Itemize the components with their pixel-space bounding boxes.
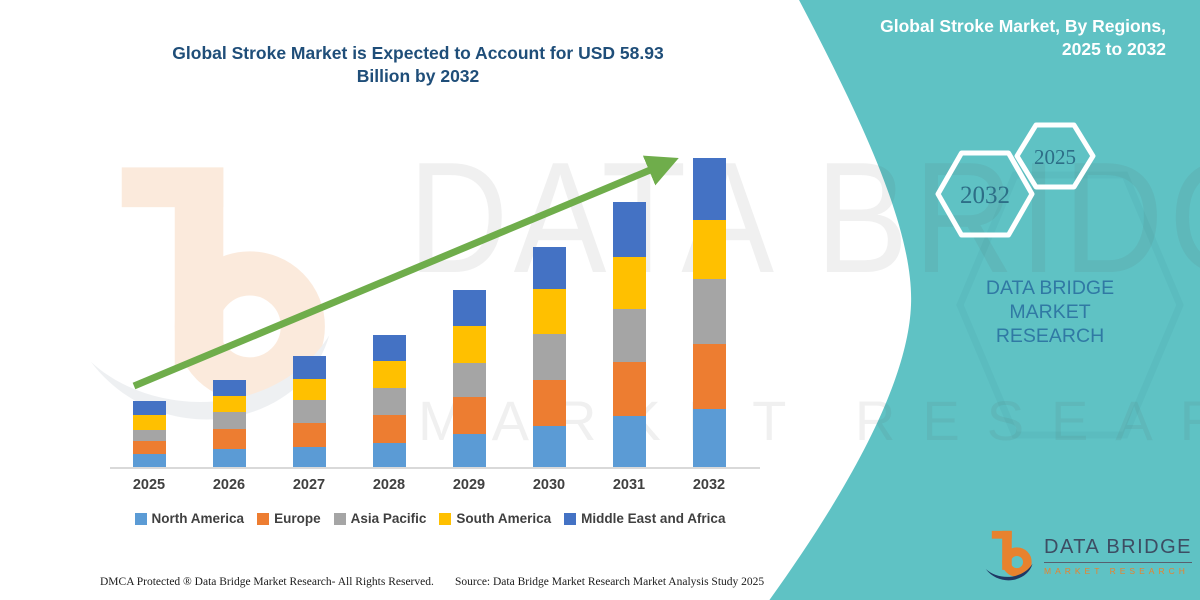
bar-segment-2031-europe: [612, 362, 646, 417]
x-axis-label-2029: 2029: [452, 477, 486, 493]
legend-label-asia-pacific: Asia Pacific: [350, 511, 427, 526]
bar-segment-2031-middle-east-and-africa: [612, 201, 646, 258]
bar-segment-2026-europe: [212, 429, 246, 449]
x-axis-label-2027: 2027: [292, 477, 326, 493]
legend-swatch-south-america-icon: [439, 512, 452, 525]
legend-item-south-america: South America: [439, 511, 551, 526]
x-axis-labels: 2025 2026 2027 2028 2029 2030 2031 2032: [113, 477, 758, 497]
side-panel-brand-text: DATA BRIDGE MARKET RESEARCH: [945, 276, 1155, 348]
bar-segment-2027-middle-east-and-africa: [292, 356, 326, 380]
legend-label-south-america: South America: [456, 511, 552, 526]
legend-swatch-middle-east-and-africa-icon: [564, 512, 577, 525]
legend-label-middle-east-and-africa: Middle East and Africa: [581, 511, 726, 526]
x-axis-label-2028: 2028: [372, 477, 406, 493]
bar-segment-2028-asia-pacific: [372, 387, 406, 416]
bar-segment-2025-europe: [132, 441, 166, 455]
bar-2028: [372, 335, 406, 467]
bar-segment-2032-middle-east-and-africa: [692, 157, 726, 221]
hexagon-2025-outline-icon: [1014, 122, 1096, 190]
x-axis-line: [110, 467, 760, 469]
bar-2032: [692, 157, 726, 467]
chart-title-line1: Global Stroke Market is Expected to Acco…: [172, 43, 664, 63]
bar-segment-2028-north-america: [372, 442, 406, 467]
bar-segment-2027-europe: [292, 423, 326, 448]
side-panel-title-line2: 2025 to 2032: [1061, 39, 1166, 59]
brand-text-line2: RESEARCH: [995, 325, 1105, 347]
bar-segment-2031-north-america: [612, 416, 646, 467]
bar-segment-2032-europe: [692, 344, 726, 409]
brand-text-line1: DATA BRIDGE MARKET: [985, 277, 1115, 323]
bar-segment-2028-south-america: [372, 361, 406, 388]
bar-segment-2032-asia-pacific: [692, 279, 726, 345]
bar-segment-2026-middle-east-and-africa: [212, 379, 246, 396]
hexagon-2032-outline-icon: [935, 150, 1035, 238]
x-axis-label-2026: 2026: [212, 477, 246, 493]
bar-segment-2029-south-america: [452, 325, 486, 364]
bar-segment-2032-north-america: [692, 408, 726, 467]
legend-label-europe: Europe: [274, 511, 321, 526]
year-hexagons: 2032 2025: [935, 122, 1096, 238]
logo-text-block: DATA BRIDGE MARKET RESEARCH: [1044, 536, 1193, 576]
bar-segment-2030-south-america: [532, 289, 566, 334]
bar-segment-2030-middle-east-and-africa: [532, 247, 566, 290]
bar-segment-2026-south-america: [212, 395, 246, 413]
bar-segment-2027-asia-pacific: [292, 400, 326, 424]
legend-swatch-europe-icon: [257, 512, 270, 525]
bar-2031: [612, 201, 646, 467]
bar-segment-2027-north-america: [292, 447, 326, 467]
bar-2030: [532, 247, 566, 467]
hexagon-right-year-label: 2025: [1034, 145, 1076, 169]
legend-item-europe: Europe: [257, 511, 321, 526]
bar-segment-2025-north-america: [132, 454, 166, 467]
legend-label-north-america: North America: [151, 511, 245, 526]
bar-segment-2028-europe: [372, 415, 406, 443]
x-axis-label-2031: 2031: [612, 477, 646, 493]
bar-2025: [132, 401, 166, 467]
x-axis-label-2025: 2025: [132, 477, 166, 493]
side-panel-title-line1: Global Stroke Market, By Regions,: [880, 16, 1166, 36]
bar-segment-2026-asia-pacific: [212, 412, 246, 430]
side-panel-title: Global Stroke Market, By Regions, 2025 t…: [796, 15, 1166, 61]
legend-item-north-america: North America: [134, 511, 245, 526]
bar-2027: [292, 356, 326, 467]
bar-segment-2030-europe: [532, 379, 566, 427]
footer-source-text: Source: Data Bridge Market Research Mark…: [455, 576, 765, 588]
databridge-logo-b-icon: [985, 530, 1033, 581]
hexagon-left-year-label: 2032: [960, 182, 1010, 209]
bar-2026: [212, 379, 246, 467]
x-axis-label-2030: 2030: [532, 477, 566, 493]
bar-segment-2032-south-america: [692, 220, 726, 280]
bar-segment-2026-north-america: [212, 448, 246, 467]
legend-item-middle-east-and-africa: Middle East and Africa: [564, 511, 725, 526]
bar-segment-2031-asia-pacific: [612, 308, 646, 363]
logo-tagline: MARKET RESEARCH: [1044, 566, 1189, 576]
bar-segment-2025-middle-east-and-africa: [132, 401, 166, 415]
bar-segment-2029-middle-east-and-africa: [452, 290, 486, 326]
bar-segment-2030-asia-pacific: [532, 333, 566, 380]
bar-2029: [452, 290, 486, 467]
bar-segment-2030-north-america: [532, 426, 566, 467]
bar-segment-2029-north-america: [452, 433, 486, 467]
bar-segment-2025-south-america: [132, 414, 166, 430]
legend-item-asia-pacific: Asia Pacific: [333, 511, 427, 526]
bar-segment-2029-europe: [452, 397, 486, 434]
bar-plot: [113, 140, 758, 467]
bar-segment-2027-south-america: [292, 379, 326, 401]
bar-segment-2031-south-america: [612, 257, 646, 309]
bar-segment-2025-asia-pacific: [132, 429, 166, 442]
chart-title: Global Stroke Market is Expected to Acco…: [128, 42, 708, 88]
x-axis-label-2032: 2032: [692, 477, 726, 493]
footer-dmca-text: DMCA Protected ® Data Bridge Market Rese…: [100, 576, 434, 588]
bar-segment-2028-middle-east-and-africa: [372, 335, 406, 362]
databridge-logo: DATA BRIDGE MARKET RESEARCH: [984, 528, 1193, 584]
chart-legend: North America Europe Asia Pacific South Ame…: [80, 511, 780, 526]
legend-swatch-north-america-icon: [134, 512, 147, 525]
logo-name: DATA BRIDGE: [1044, 536, 1193, 563]
chart-title-line2: Billion by 2032: [356, 66, 480, 86]
bar-segment-2029-asia-pacific: [452, 363, 486, 398]
legend-swatch-asia-pacific-icon: [333, 512, 346, 525]
